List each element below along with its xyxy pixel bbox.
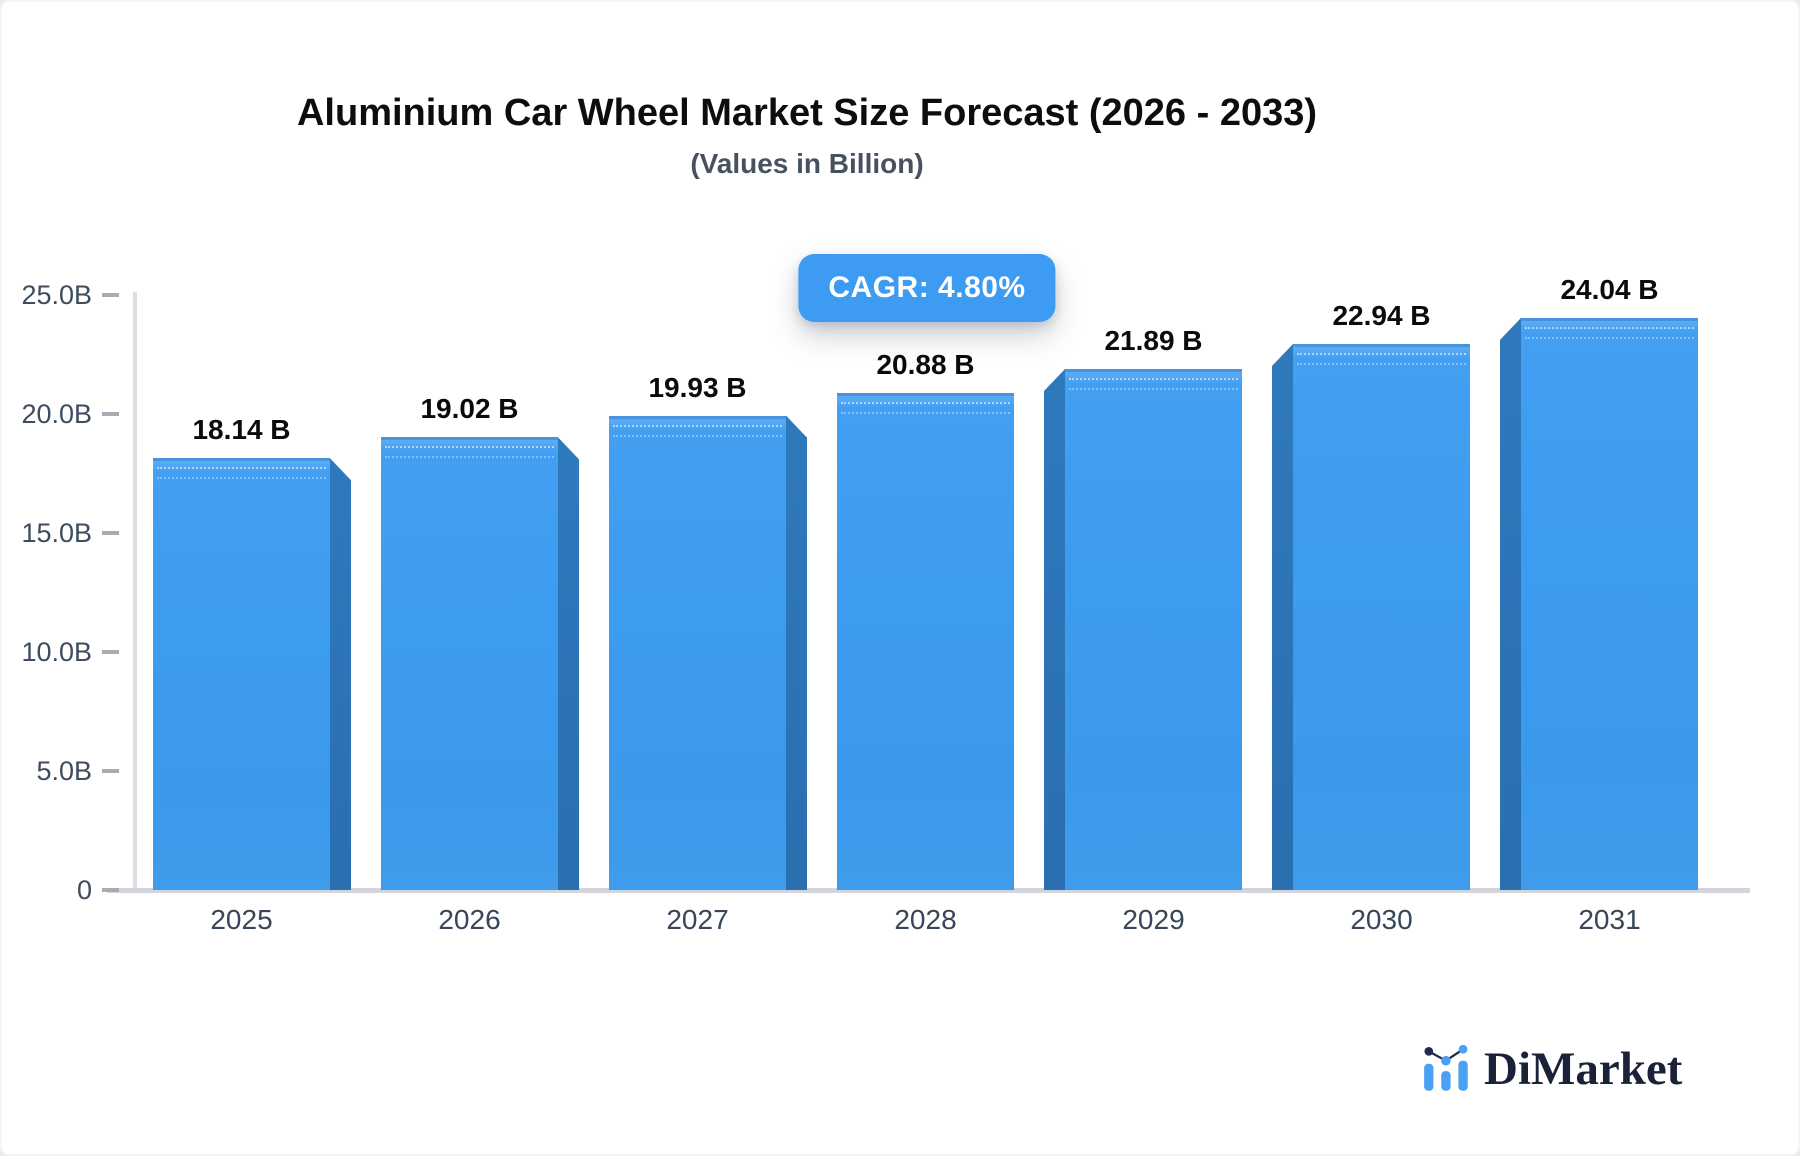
bar-side xyxy=(1272,344,1293,890)
bar-value-label: 24.04 B xyxy=(1560,273,1659,305)
y-tick-dash xyxy=(102,769,119,773)
x-tick-label: 2028 xyxy=(894,904,957,935)
bar-value-label: 19.93 B xyxy=(648,371,747,403)
y-tick-dash xyxy=(102,293,119,297)
bar-side xyxy=(786,415,807,890)
x-axis-line xyxy=(107,888,1750,893)
y-tick-label: 25.0B xyxy=(21,280,92,310)
x-tick-label: 2025 xyxy=(210,904,273,935)
bar-value-label: 21.89 B xyxy=(1104,325,1203,357)
bar-side xyxy=(558,437,579,890)
bar-side xyxy=(1500,317,1521,890)
y-tick-label: 15.0B xyxy=(21,518,92,548)
x-tick-label: 2030 xyxy=(1350,904,1413,935)
cagr-badge-label: CAGR: 4.80% xyxy=(828,271,1026,304)
bar-side xyxy=(330,458,351,890)
bar-side xyxy=(1044,369,1065,890)
y-axis-line xyxy=(133,292,137,890)
x-tick-label: 2029 xyxy=(1122,904,1185,935)
logo-text: DiMarket xyxy=(1484,1042,1683,1095)
y-tick-dash xyxy=(102,412,119,416)
y-tick-label: 5.0B xyxy=(36,756,92,786)
y-tick-dash xyxy=(102,531,119,535)
x-tick-label: 2027 xyxy=(666,904,729,935)
chart-title: Aluminium Car Wheel Market Size Forecast… xyxy=(296,92,1318,134)
y-tick-label: 20.0B xyxy=(21,399,92,429)
cagr-badge: CAGR: 4.80% xyxy=(798,254,1056,322)
dimarket-logo: DiMarket xyxy=(1422,1042,1682,1096)
bar-line-chart-icon xyxy=(1424,1044,1468,1091)
bar-value-label: 22.94 B xyxy=(1332,300,1431,332)
y-tick-label: 10.0B xyxy=(21,637,92,667)
bar-face xyxy=(609,415,786,890)
bar-face xyxy=(381,437,558,890)
x-tick-label: 2031 xyxy=(1578,904,1641,935)
bar-face xyxy=(1293,344,1470,890)
bar-value-label: 20.88 B xyxy=(876,349,975,381)
bar-face xyxy=(153,458,330,890)
bar-face xyxy=(1521,317,1698,890)
y-tick-dash xyxy=(102,650,119,654)
bar-value-label: 18.14 B xyxy=(192,414,291,446)
y-tick-dash xyxy=(102,888,119,892)
bar-value-label: 19.02 B xyxy=(420,393,519,425)
bar-face xyxy=(837,393,1014,890)
chart-subtitle: (Values in Billion) xyxy=(690,148,924,179)
x-tick-label: 2026 xyxy=(438,904,501,935)
y-tick-label: 0 xyxy=(76,875,92,905)
bar-face xyxy=(1065,369,1242,890)
